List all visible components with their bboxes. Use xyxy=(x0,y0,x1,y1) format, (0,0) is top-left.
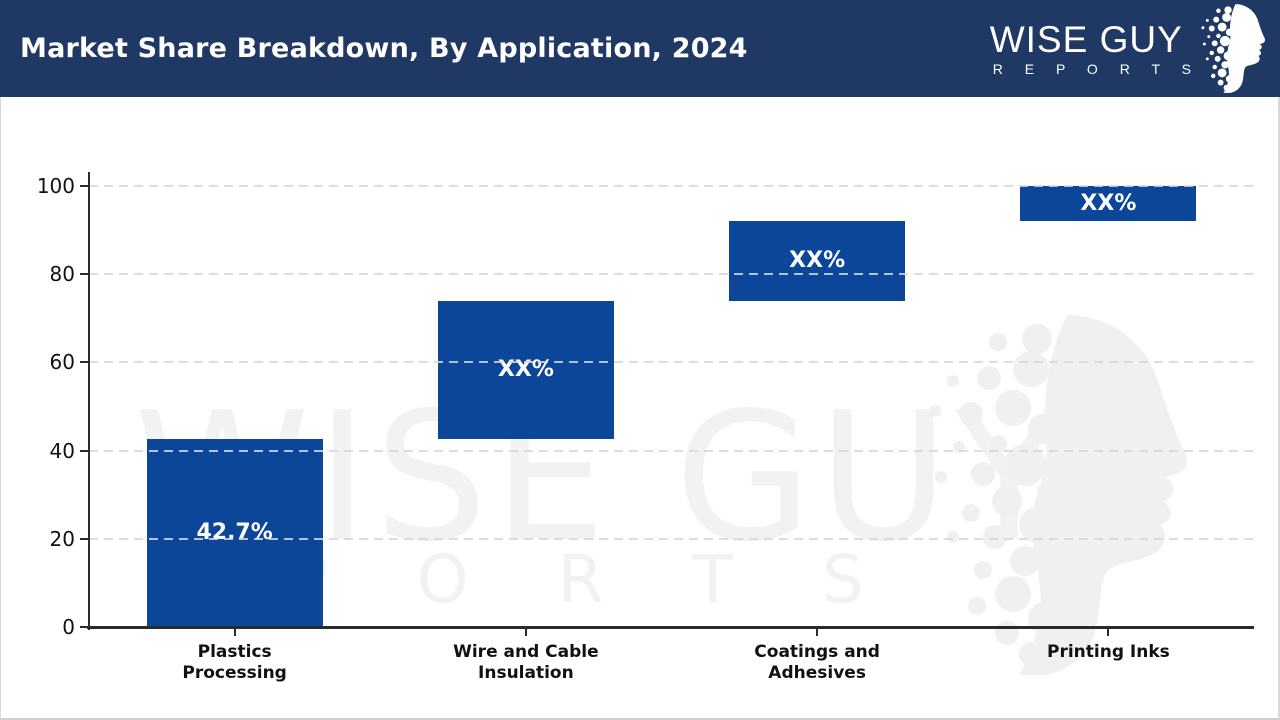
x-axis-category-label-line: Insulation xyxy=(478,663,574,683)
y-tick-label: 0 xyxy=(62,615,75,639)
watermark-text-line2: P O R T S xyxy=(288,541,898,618)
y-tick-label: 100 xyxy=(36,174,75,198)
x-axis-category-label-line: Plastics xyxy=(197,642,272,662)
x-axis-category-label: Printing Inks xyxy=(1047,642,1170,663)
y-tick xyxy=(80,626,88,628)
bar: XX% xyxy=(729,221,906,301)
x-axis-category-label-line: Processing xyxy=(182,663,287,683)
logo-face-icon xyxy=(1201,4,1266,93)
y-tick-label: 80 xyxy=(49,262,75,287)
bar-value-label: XX% xyxy=(1080,191,1137,217)
bar: 42.7% xyxy=(146,438,323,627)
x-axis-category-label-line: Wire and Cable xyxy=(453,642,599,662)
x-tick xyxy=(524,626,527,636)
gridline xyxy=(89,537,1254,540)
x-axis-category-label-line: Adhesives xyxy=(768,663,866,683)
bar-value-label: 42.7% xyxy=(196,520,273,546)
logo-text: WISE GUY R E P O R T S xyxy=(990,21,1200,77)
x-axis-category-label: Plastics Processing xyxy=(182,642,286,684)
y-tick-label: 60 xyxy=(49,350,75,375)
gridline xyxy=(89,185,1254,187)
watermark-face-icon xyxy=(929,315,1187,675)
x-axis-category-label: Wire and Cable Insulation xyxy=(453,642,599,684)
y-tick-label: 40 xyxy=(49,438,75,463)
y-axis-line xyxy=(88,172,90,630)
x-axis-category-label: Coatings and Adhesives xyxy=(754,642,880,684)
x-tick xyxy=(1107,626,1110,636)
bar-value-label: XX% xyxy=(497,357,554,383)
bar: XX% xyxy=(1020,186,1197,222)
page-title: Market Share Breakdown, By Application, … xyxy=(20,33,748,64)
wise-guy-logo: WISE GUY R E P O R T S xyxy=(990,4,1268,93)
logo-title: WISE GUY xyxy=(989,18,1183,60)
x-axis-category-label-line: Coatings and xyxy=(754,642,880,662)
x-tick xyxy=(233,626,236,636)
bar: XX% xyxy=(437,300,614,439)
gridline xyxy=(89,361,1254,364)
y-tick xyxy=(80,273,88,276)
y-tick xyxy=(80,537,88,540)
x-axis-category-label-line: Printing Inks xyxy=(1046,642,1170,662)
y-tick xyxy=(80,361,88,364)
header: Market Share Breakdown, By Application, … xyxy=(0,0,1280,97)
bar-value-label: XX% xyxy=(789,248,846,274)
logo-subtitle: R E P O R T S xyxy=(992,60,1200,77)
y-tick xyxy=(80,185,88,187)
x-tick xyxy=(816,626,819,636)
y-tick-label: 20 xyxy=(49,526,75,551)
gridline xyxy=(89,273,1254,276)
gridline xyxy=(89,449,1254,452)
x-axis-line xyxy=(87,626,1254,629)
chart-canvas: WISE GUY P O R T S 0 20 40 60 80 100 42.7% XX% X… xyxy=(0,97,1280,720)
y-tick xyxy=(80,449,88,452)
